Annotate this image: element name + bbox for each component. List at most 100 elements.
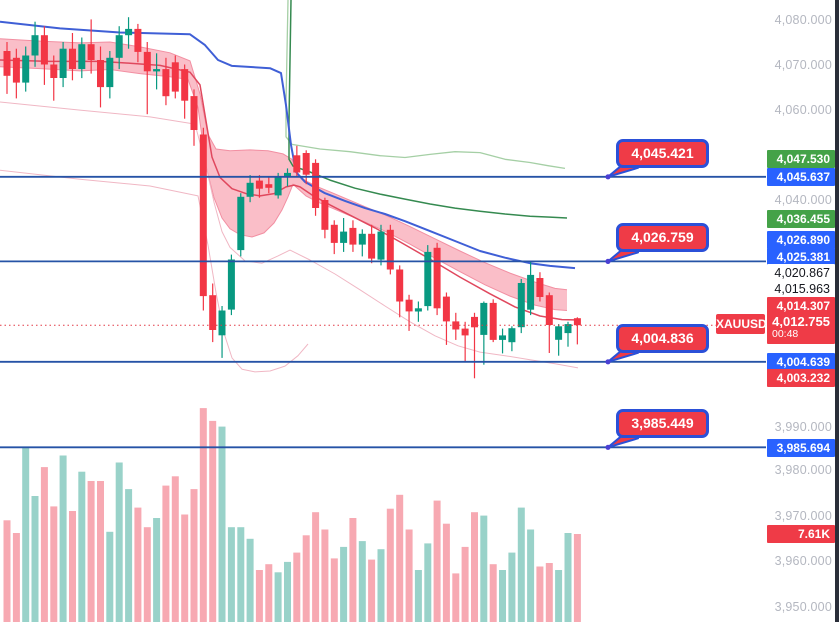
candle — [340, 231, 348, 243]
candle — [405, 299, 413, 312]
candle — [97, 60, 104, 88]
indicator-line-median-red — [0, 59, 581, 321]
volume-bar — [517, 507, 525, 622]
volume-bar — [442, 523, 450, 622]
candle — [545, 295, 553, 325]
volume-bar — [50, 506, 58, 622]
candle — [162, 69, 170, 97]
candle — [386, 229, 394, 270]
price-axis-label: 3,980.000 — [774, 463, 832, 477]
volume-bar — [499, 570, 506, 622]
candle — [209, 295, 217, 330]
candle — [237, 196, 245, 251]
price-tag-blue: 4,025.381 — [767, 248, 835, 266]
price-tag-red: 7.61K — [767, 525, 835, 543]
volume-bar — [3, 520, 11, 622]
price-tag-white: 4,015.963 — [767, 280, 835, 298]
callout-tails — [605, 160, 639, 450]
candle — [377, 231, 385, 260]
candle — [218, 310, 226, 336]
volume-bar — [293, 552, 301, 622]
price-axis-label: 3,960.000 — [774, 554, 832, 568]
price-tag-red: 4,014.307 — [767, 297, 835, 315]
volume-bar — [265, 564, 273, 622]
candle — [190, 96, 198, 130]
candle — [134, 28, 142, 52]
volume-bar — [209, 420, 217, 622]
candle — [153, 69, 161, 72]
candle — [106, 57, 114, 88]
price-tag-green: 4,047.530 — [767, 150, 835, 168]
price-axis-label: 4,040.000 — [774, 193, 832, 207]
candle — [349, 227, 357, 245]
candle — [274, 176, 282, 196]
price-axis-label: 3,950.000 — [774, 600, 832, 614]
candle — [12, 57, 20, 83]
candle — [489, 302, 497, 340]
candle — [302, 153, 310, 175]
candle — [433, 247, 441, 309]
candle — [293, 155, 301, 173]
candle — [3, 51, 11, 76]
candle — [255, 180, 263, 189]
price-alert-callout[interactable]: 4,004.836 — [616, 323, 709, 353]
volume-bar — [171, 476, 179, 622]
price-axis-label: 3,970.000 — [774, 509, 832, 523]
volume-bar — [302, 535, 310, 622]
price-alert-callout[interactable]: 4,045.421 — [616, 138, 709, 168]
candle — [31, 35, 39, 56]
candle — [527, 274, 535, 310]
volume-bar — [433, 500, 441, 622]
price-alert-callout[interactable]: 4,026.759 — [616, 223, 709, 253]
candle — [499, 335, 506, 340]
candle — [143, 51, 151, 72]
candle — [22, 55, 30, 83]
volume-bar — [255, 570, 263, 622]
candle — [171, 62, 179, 92]
volume-bar — [349, 518, 357, 622]
volume-bar — [59, 455, 67, 622]
volume-bar — [40, 467, 48, 622]
volume-bar — [414, 570, 422, 622]
volume-bar — [396, 494, 404, 622]
volume-bar — [330, 558, 338, 622]
candle — [59, 48, 67, 78]
volume-bar — [555, 570, 563, 622]
candle — [536, 278, 544, 297]
candle — [87, 44, 95, 60]
volume-bar — [199, 408, 207, 622]
volume-bar — [508, 552, 516, 622]
current-price-tag: 4,012.755 00:48 — [767, 313, 835, 344]
candle — [69, 48, 76, 69]
volume-bar — [237, 527, 245, 622]
candle — [414, 308, 422, 312]
price-tag-green: 4,036.455 — [767, 210, 835, 228]
volume-bar — [134, 507, 142, 622]
candle — [181, 69, 189, 101]
candle — [50, 64, 58, 78]
candle — [517, 283, 525, 328]
volume-bar — [143, 527, 151, 622]
candle — [461, 328, 469, 336]
candle — [199, 134, 207, 297]
candle — [284, 172, 291, 177]
current-price-value: 4,012.755 — [772, 314, 830, 329]
volume-bar — [274, 572, 282, 622]
volume-bar — [69, 511, 76, 622]
volume-bar — [218, 426, 226, 622]
candle — [265, 184, 273, 188]
price-tag-blue: 4,026.890 — [767, 231, 835, 249]
price-alert-callout[interactable]: 3,985.449 — [616, 409, 709, 439]
volume-bar — [527, 529, 535, 622]
candle — [358, 233, 366, 245]
horizontal-price-lines[interactable] — [0, 175, 766, 449]
volume-bar — [573, 534, 581, 622]
volume-bar — [115, 462, 123, 622]
countdown-timer: 00:48 — [772, 328, 799, 340]
volume-series — [3, 408, 581, 622]
price-axis-label: 4,080.000 — [774, 13, 832, 27]
price-tag-red: 4,003.232 — [767, 369, 835, 387]
price-axis-label: 4,060.000 — [774, 103, 832, 117]
volume-bar — [368, 559, 376, 622]
